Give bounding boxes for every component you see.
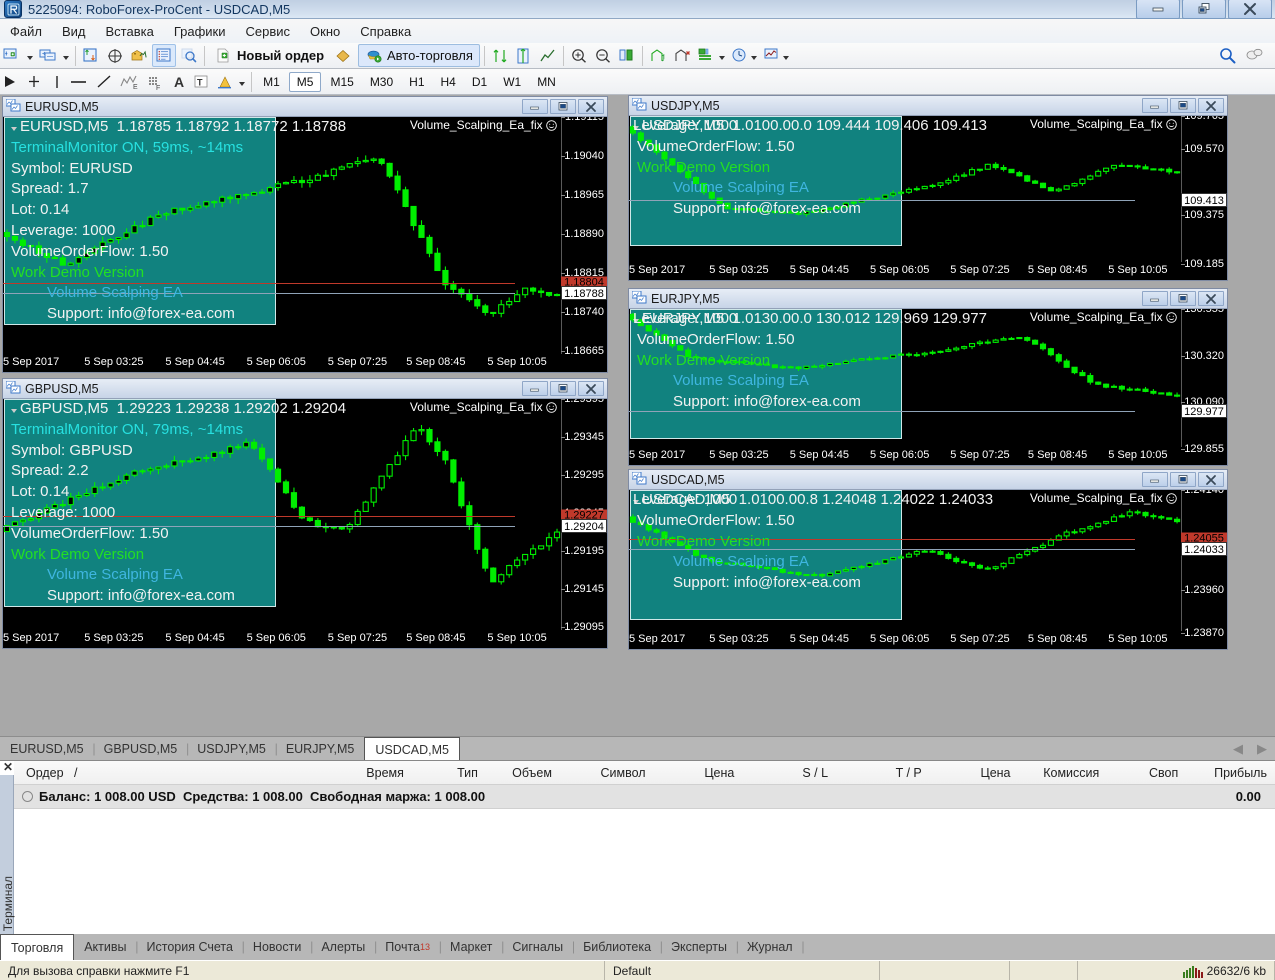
svg-text:T: T [197,77,203,87]
svg-text:F: F [156,85,160,90]
svg-text:E: E [133,84,138,91]
